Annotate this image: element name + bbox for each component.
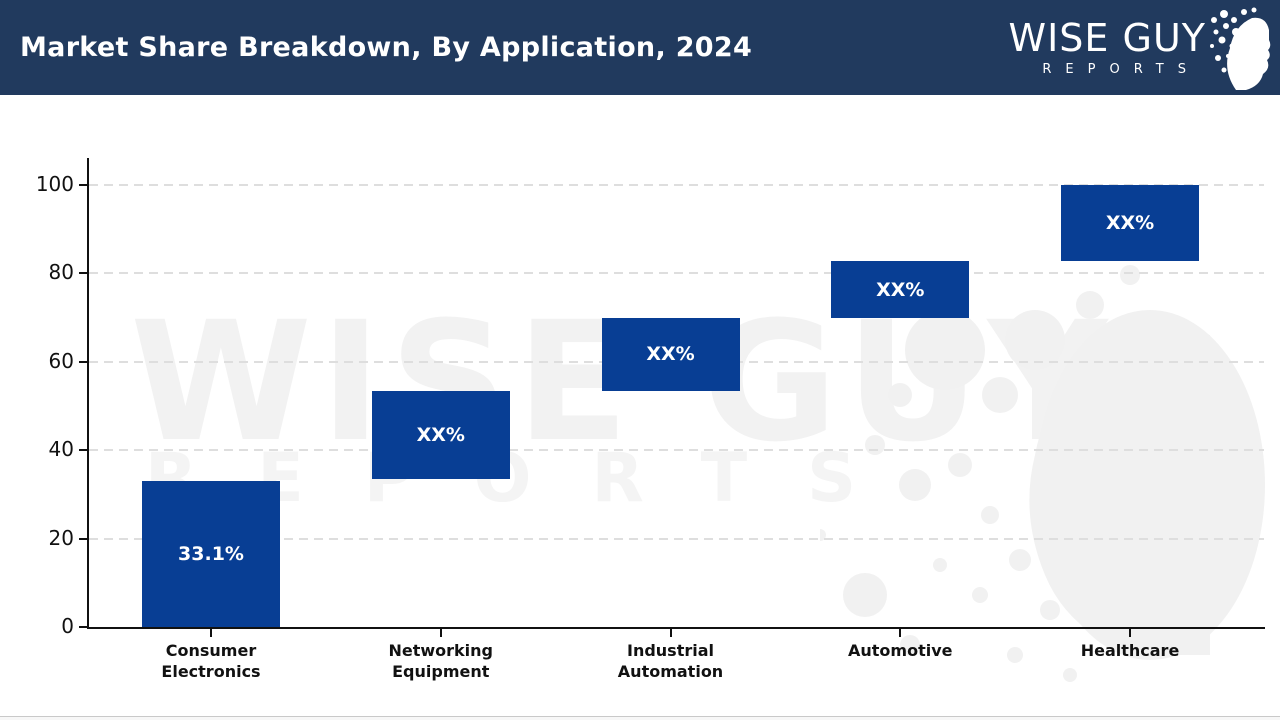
bar-value-label: 33.1%: [178, 542, 244, 565]
bar-industrial-automation: XX%: [601, 318, 740, 391]
bar-value-label: XX%: [646, 343, 695, 366]
plot-layer: 0 20 40 60 80 100 33.1% Consumer Electronics XX%…: [0, 95, 1280, 716]
x-category-label: Automotive: [848, 641, 953, 660]
x-tick-4: [1129, 629, 1131, 637]
bar-healthcare: XX%: [1061, 185, 1199, 261]
x-category-label: Healthcare: [1080, 641, 1180, 660]
y-tick-0: [79, 626, 87, 628]
wise-guy-reports-logo: WISE GUY REPORTS: [1009, 0, 1271, 95]
bar-value-label: XX%: [1105, 211, 1155, 234]
gridline-20: [89, 537, 1264, 540]
page-title: Market Share Breakdown, By Application, …: [20, 32, 753, 63]
x-tick-0: [210, 629, 212, 637]
x-category-label: Consumer Electronics: [161, 641, 261, 681]
y-tick-label-0: 0: [61, 614, 74, 638]
y-tick-label-80: 80: [48, 260, 74, 285]
logo-subtext: REPORTS: [1042, 62, 1200, 77]
y-tick-100: [79, 184, 87, 186]
x-axis-line: [87, 627, 1265, 629]
y-tick-60: [79, 360, 87, 363]
gridline-80: [89, 272, 1264, 275]
dotted-head-icon: [1210, 7, 1271, 90]
gridline-40: [89, 449, 1264, 452]
x-tick-2: [669, 629, 672, 637]
watermark-dotted-head-icon: [820, 265, 1265, 682]
y-tick-20: [79, 537, 87, 540]
y-tick-label-100: 100: [35, 172, 74, 196]
y-axis-line: [87, 158, 89, 627]
x-tick-3: [899, 629, 902, 637]
y-tick-label-60: 60: [48, 348, 74, 373]
x-category-label: Industrial Automation: [617, 641, 724, 681]
bar-networking-equipment: XX%: [371, 391, 510, 480]
y-tick-label-40: 40: [48, 437, 74, 462]
bottom-margin: [0, 717, 1280, 720]
bottom-border-line: [0, 716, 1280, 717]
header-banner: Market Share Breakdown, By Application, …: [0, 0, 1280, 95]
bar-value-label: XX%: [876, 278, 925, 301]
bar-consumer-electronics: 33.1%: [142, 480, 280, 627]
x-category-label: Networking Equipment: [388, 641, 494, 681]
bar-value-label: XX%: [416, 424, 465, 447]
bar-automotive: XX%: [831, 261, 970, 319]
gridline-100: [89, 184, 1264, 186]
y-tick-label-20: 20: [48, 525, 74, 550]
y-tick-80: [79, 272, 87, 275]
y-tick-40: [79, 449, 87, 452]
logo-wordmark: WISE GUY: [1008, 16, 1206, 60]
x-tick-1: [439, 629, 442, 637]
